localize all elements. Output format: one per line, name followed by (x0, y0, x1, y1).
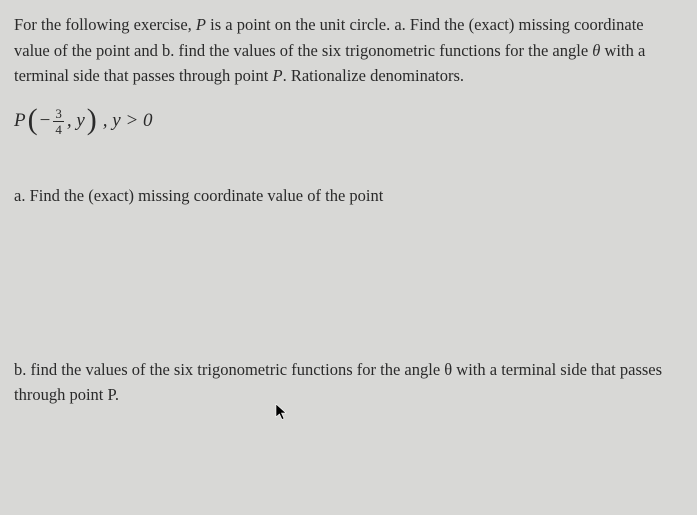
part-b-text-3: . (115, 385, 119, 404)
part-b-theta: θ (444, 360, 452, 379)
right-paren: ) (87, 108, 97, 132)
left-paren: ( (28, 108, 38, 132)
var-P2: P (272, 66, 282, 85)
frac-den: 4 (53, 122, 64, 136)
intro-text-4: . Rationalize denominators. (283, 66, 464, 85)
intro-text-1: For the following exercise, (14, 15, 196, 34)
var-P: P (196, 15, 206, 34)
eq-P: P (14, 110, 26, 132)
part-b-P: P (108, 385, 115, 404)
equation: P ( − 3 4 , y ) , y > 0 (14, 107, 683, 136)
intro-paragraph: For the following exercise, P is a point… (14, 12, 683, 89)
part-b-text-1: b. find the values of the six trigonomet… (14, 360, 444, 379)
fraction: 3 4 (53, 107, 64, 136)
part-a: a. Find the (exact) missing coordinate v… (14, 184, 683, 209)
frac-num: 3 (53, 107, 64, 122)
eq-cond: , y > 0 (103, 110, 153, 132)
part-b: b. find the values of the six trigonomet… (14, 358, 683, 408)
eq-minus: − (40, 110, 51, 132)
eq-comma-y: , y (67, 110, 85, 132)
part-a-text: a. Find the (exact) missing coordinate v… (14, 186, 383, 205)
